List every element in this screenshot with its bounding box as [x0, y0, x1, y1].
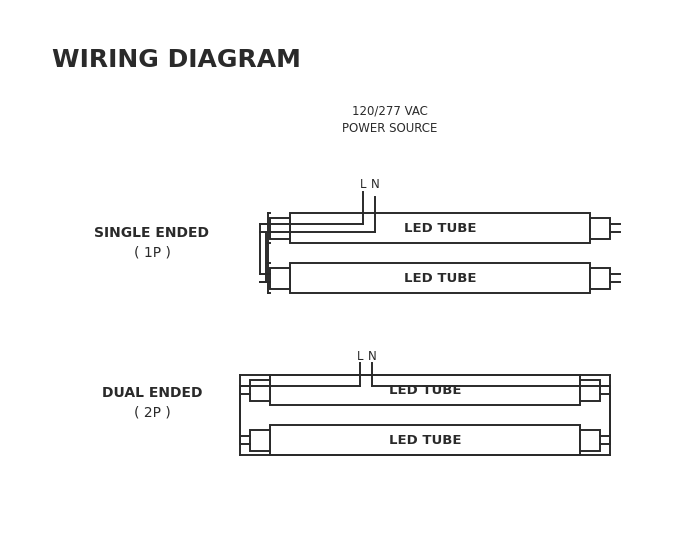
Text: SINGLE ENDED: SINGLE ENDED	[94, 226, 209, 240]
Bar	[250, 379, 270, 400]
Text: DUAL ENDED: DUAL ENDED	[102, 386, 202, 400]
Text: N: N	[370, 178, 379, 191]
Bar	[270, 218, 290, 238]
Text: L: L	[360, 178, 366, 191]
Bar	[580, 379, 600, 400]
Bar	[270, 375, 580, 405]
Bar	[270, 425, 580, 455]
Text: ( 1P ): ( 1P )	[134, 245, 170, 259]
Text: LED TUBE: LED TUBE	[404, 272, 476, 285]
Text: 120/277 VAC
POWER SOURCE: 120/277 VAC POWER SOURCE	[342, 105, 438, 135]
Bar	[270, 267, 290, 288]
Text: WIRING DIAGRAM: WIRING DIAGRAM	[52, 48, 301, 72]
Bar	[580, 430, 600, 451]
Text: LED TUBE: LED TUBE	[389, 433, 461, 446]
Bar	[290, 213, 590, 243]
Text: L: L	[357, 349, 363, 363]
Bar	[250, 430, 270, 451]
Text: N: N	[368, 349, 377, 363]
Bar	[590, 267, 610, 288]
Text: LED TUBE: LED TUBE	[404, 222, 476, 234]
Bar	[290, 263, 590, 293]
Text: ( 2P ): ( 2P )	[134, 405, 170, 419]
Text: LED TUBE: LED TUBE	[389, 384, 461, 397]
Bar	[590, 218, 610, 238]
